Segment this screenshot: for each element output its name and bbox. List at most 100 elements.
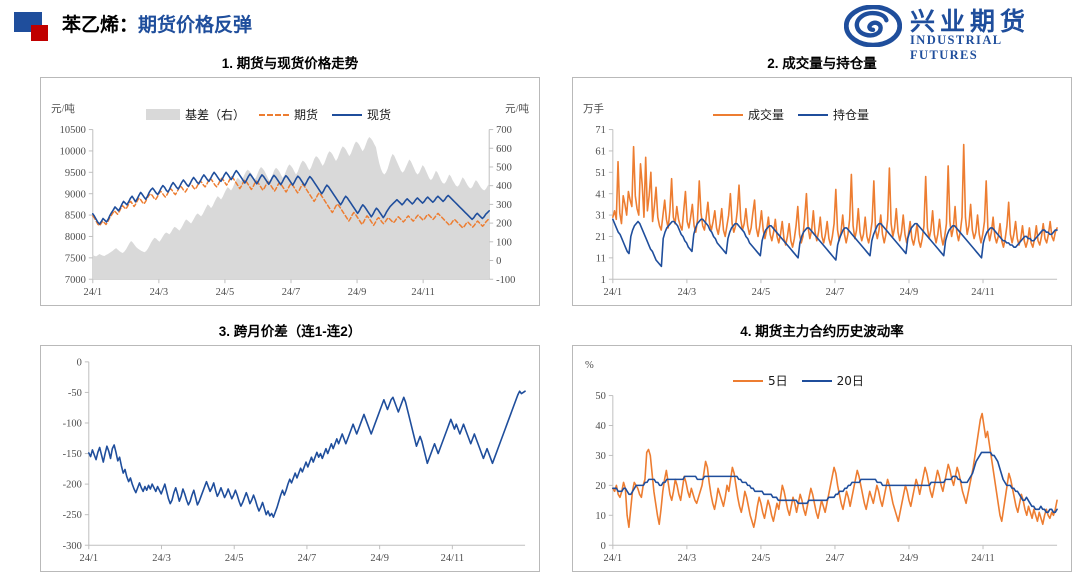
svg-text:24/11: 24/11 [411, 287, 434, 298]
svg-text:-100: -100 [496, 275, 515, 286]
svg-text:24/5: 24/5 [216, 287, 235, 298]
chart-2-title: 2. 成交量与持仓量 [767, 56, 877, 71]
svg-text:1: 1 [601, 275, 606, 286]
svg-text:7000: 7000 [65, 275, 86, 286]
svg-text:24/11: 24/11 [971, 553, 994, 564]
chart-4-frame: % 5日 20日 0 10 20 30 40 50 24/1 24/3 24/5 24/7 24/9… [572, 345, 1072, 572]
chart-1-title: 1. 期货与现货价格走势 [221, 56, 359, 71]
legend-item-futures: 期货 [259, 106, 318, 123]
chart-4-title: 4. 期货主力合约历史波动率 [740, 324, 904, 339]
svg-text:24/7: 24/7 [282, 287, 301, 298]
chart-3-title: 3. 跨月价差（连1-连2） [218, 324, 362, 339]
svg-text:0: 0 [496, 256, 501, 267]
svg-text:24/5: 24/5 [752, 287, 771, 298]
chart-4-plot: 0 10 20 30 40 50 24/1 24/3 24/5 24/7 24/9 24/11 [595, 391, 1058, 564]
legend-swatch-line-icon [332, 113, 363, 116]
svg-text:24/1: 24/1 [604, 287, 623, 298]
svg-text:24/9: 24/9 [900, 287, 919, 298]
svg-text:24/5: 24/5 [225, 553, 244, 564]
legend-label-spot: 现货 [367, 108, 392, 122]
chart-1-block: 1. 期货与现货价格走势 元/吨 元/吨 基差（右） 期货 现货 7000 750… [40, 56, 540, 306]
svg-text:11: 11 [596, 253, 606, 264]
page-header: 苯乙烯：期货价格反弹 兴业期货 INDUSTRIAL FUTURES [0, 0, 1080, 62]
legend-label-hv5: 5日 [768, 374, 788, 388]
chart-2-frame: 万手 成交量 持仓量 1 11 21 31 41 51 61 71 24/1 24/3 24/5 24… [572, 77, 1072, 306]
page-title: 苯乙烯：期货价格反弹 [62, 10, 252, 37]
svg-text:71: 71 [595, 125, 605, 136]
svg-text:50: 50 [595, 391, 605, 402]
chart-1-legend: 基差（右） 期货 现货 [146, 106, 391, 123]
svg-text:51: 51 [595, 168, 605, 179]
svg-text:24/3: 24/3 [150, 287, 169, 298]
legend-label-basis: 基差（右） [185, 108, 246, 122]
chart-3-frame: -300 -250 -200 -150 -100 -50 0 24/1 24/3 24/5 24/7… [40, 345, 540, 572]
chart-1-frame: 元/吨 元/吨 基差（右） 期货 现货 7000 7500 8000 8500 9000… [40, 77, 540, 306]
svg-text:24/11: 24/11 [971, 287, 994, 298]
svg-text:24/9: 24/9 [900, 553, 919, 564]
svg-text:24/1: 24/1 [604, 553, 623, 564]
svg-text:-50: -50 [68, 388, 82, 399]
svg-text:31: 31 [595, 211, 605, 222]
legend-item-hv20: 20日 [801, 372, 864, 389]
legend-swatch-area-icon [146, 109, 180, 120]
svg-text:9000: 9000 [65, 189, 86, 200]
svg-text:-200: -200 [63, 480, 82, 491]
svg-text:300: 300 [496, 200, 512, 211]
svg-text:24/3: 24/3 [678, 287, 697, 298]
svg-text:61: 61 [595, 147, 605, 158]
svg-text:0: 0 [77, 357, 82, 368]
legend-item-spot: 现货 [332, 106, 391, 123]
page-title-sub: 期货价格反弹 [138, 15, 253, 36]
svg-text:21: 21 [595, 232, 605, 243]
svg-text:24/9: 24/9 [370, 553, 389, 564]
svg-text:40: 40 [595, 421, 605, 432]
svg-text:500: 500 [496, 163, 512, 174]
chart-2-legend: 成交量 持仓量 [713, 106, 869, 123]
svg-text:30: 30 [595, 451, 605, 462]
svg-text:24/5: 24/5 [752, 553, 771, 564]
svg-text:10500: 10500 [60, 125, 86, 136]
svg-text:24/3: 24/3 [678, 553, 697, 564]
legend-item-basis: 基差（右） [146, 106, 245, 123]
legend-item-hv5: 5日 [733, 372, 788, 389]
svg-text:24/11: 24/11 [441, 553, 464, 564]
svg-text:10: 10 [595, 511, 605, 522]
svg-text:10000: 10000 [60, 147, 86, 158]
svg-text:600: 600 [496, 144, 512, 155]
legend-swatch-blue-icon [801, 379, 832, 382]
legend-swatch-blue-icon [798, 113, 829, 116]
svg-text:9500: 9500 [65, 168, 86, 179]
spiral-circle-icon [844, 5, 902, 47]
chart-4-ylabel: % [585, 360, 594, 371]
svg-text:8000: 8000 [65, 232, 86, 243]
chart-3-block: 3. 跨月价差（连1-连2） -300 -250 -200 -150 -100 -50 0 2… [40, 324, 540, 572]
legend-label-volume: 成交量 [748, 108, 785, 122]
chart-2-ylabel: 万手 [583, 104, 604, 115]
legend-swatch-orange-icon [713, 113, 743, 116]
legend-label-hv20: 20日 [836, 374, 864, 388]
svg-text:-250: -250 [63, 510, 82, 521]
chart-2-block: 2. 成交量与持仓量 万手 成交量 持仓量 1 11 21 31 41 51 61 71 24/… [572, 56, 1072, 306]
svg-text:20: 20 [595, 481, 605, 492]
svg-text:100: 100 [496, 237, 512, 248]
brand-name-en: INDUSTRIAL FUTURES [910, 33, 1002, 62]
svg-text:24/7: 24/7 [826, 287, 845, 298]
svg-text:8500: 8500 [65, 211, 86, 222]
chart-1-ylabel-left: 元/吨 [51, 104, 75, 115]
svg-text:24/1: 24/1 [84, 287, 103, 298]
svg-text:41: 41 [595, 189, 605, 200]
header-logo-mark-icon [14, 12, 54, 42]
svg-text:700: 700 [496, 125, 512, 136]
legend-item-volume: 成交量 [713, 106, 784, 123]
legend-label-futures: 期货 [294, 108, 319, 122]
chart-3-plot: -300 -250 -200 -150 -100 -50 0 24/1 24/3 24/5 24/7… [63, 357, 526, 564]
svg-text:24/3: 24/3 [152, 553, 171, 564]
legend-swatch-dashed-icon [259, 113, 290, 116]
legend-swatch-orange-icon [733, 379, 763, 382]
page-title-main: 苯乙烯： [62, 15, 139, 36]
svg-text:24/9: 24/9 [348, 287, 367, 298]
svg-text:200: 200 [496, 219, 512, 230]
svg-text:-150: -150 [63, 449, 82, 460]
